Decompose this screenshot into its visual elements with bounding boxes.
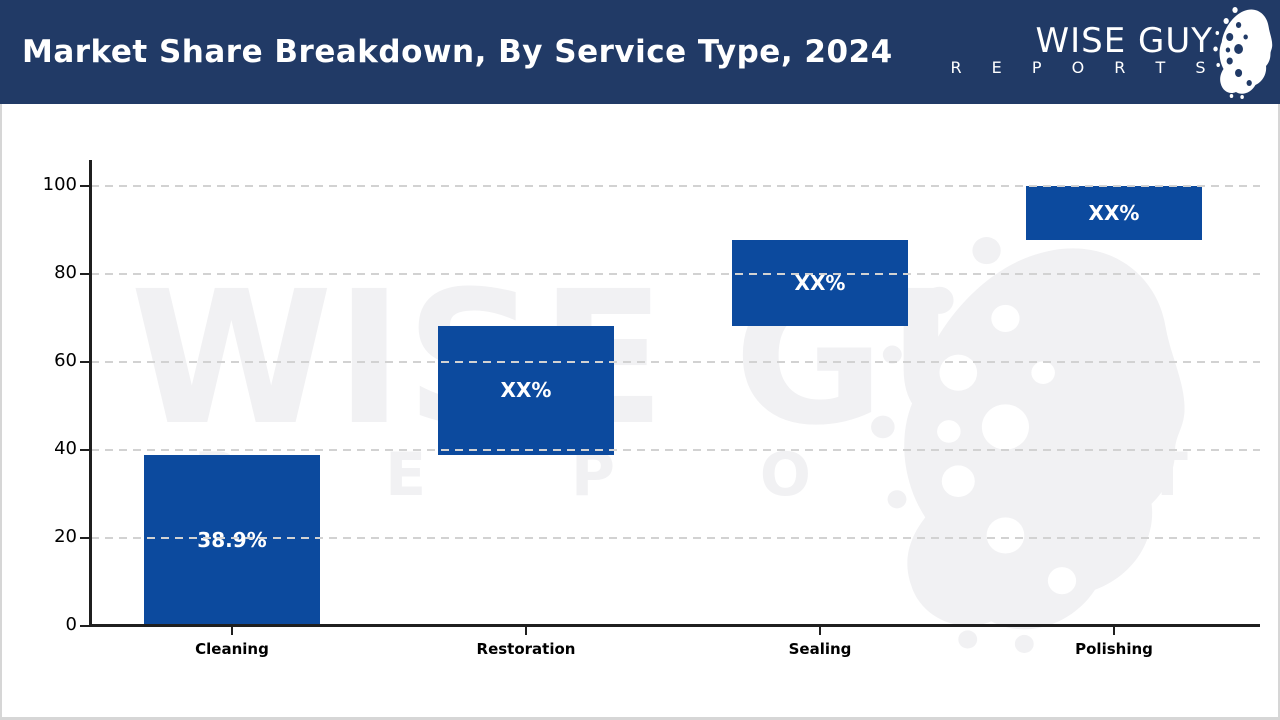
gridline [91,273,1260,276]
y-axis-tick-label: 0 [65,613,77,635]
gridline [91,448,1260,451]
bar-value-label: XX% [500,378,552,403]
bar-sealing: XX% [732,240,908,327]
y-axis-tick-label: 100 [42,174,77,196]
logo-wordmark: WISE GUY [1035,21,1213,61]
y-axis-tick [80,536,90,539]
y-axis-tick-label: 40 [54,437,77,459]
header-bar: Market Share Breakdown, By Service Type,… [0,0,1280,104]
x-axis-tick [1113,627,1115,635]
x-axis-line [90,624,1260,627]
y-axis-tick-label: 80 [54,262,77,284]
x-axis-tick [525,627,527,635]
watermark-face-icon [871,237,1194,653]
y-axis-tick-label: 20 [54,525,77,547]
wise-guy-face-icon [1213,7,1274,99]
y-axis-tick [80,360,90,363]
gridline [91,536,1260,539]
y-axis-tick [80,185,90,188]
y-axis-line [89,160,92,627]
x-axis-category-label: Cleaning [195,640,269,658]
bar-polishing: XX% [1026,186,1202,241]
bar-value-label: XX% [1088,201,1140,226]
bar-value-label: 38.9% [197,528,267,553]
bar-restoration: XX% [438,326,614,455]
x-axis-category-label: Polishing [1075,640,1153,658]
gridline [91,360,1260,363]
x-axis-tick [231,627,233,635]
y-axis-tick-label: 60 [54,349,77,371]
y-axis-tick [80,273,90,276]
chart-title: Market Share Breakdown, By Service Type,… [22,34,893,70]
y-axis-tick [80,624,90,627]
x-axis-tick [819,627,821,635]
x-axis-category-label: Restoration [476,640,576,658]
y-axis-tick [80,448,90,451]
bar-value-label: XX% [794,271,846,296]
bar-cleaning: 38.9% [144,454,320,626]
gridline [91,185,1260,188]
logo-subtext: R E P O R T S [950,58,1218,77]
x-axis-category-label: Sealing [788,640,852,658]
